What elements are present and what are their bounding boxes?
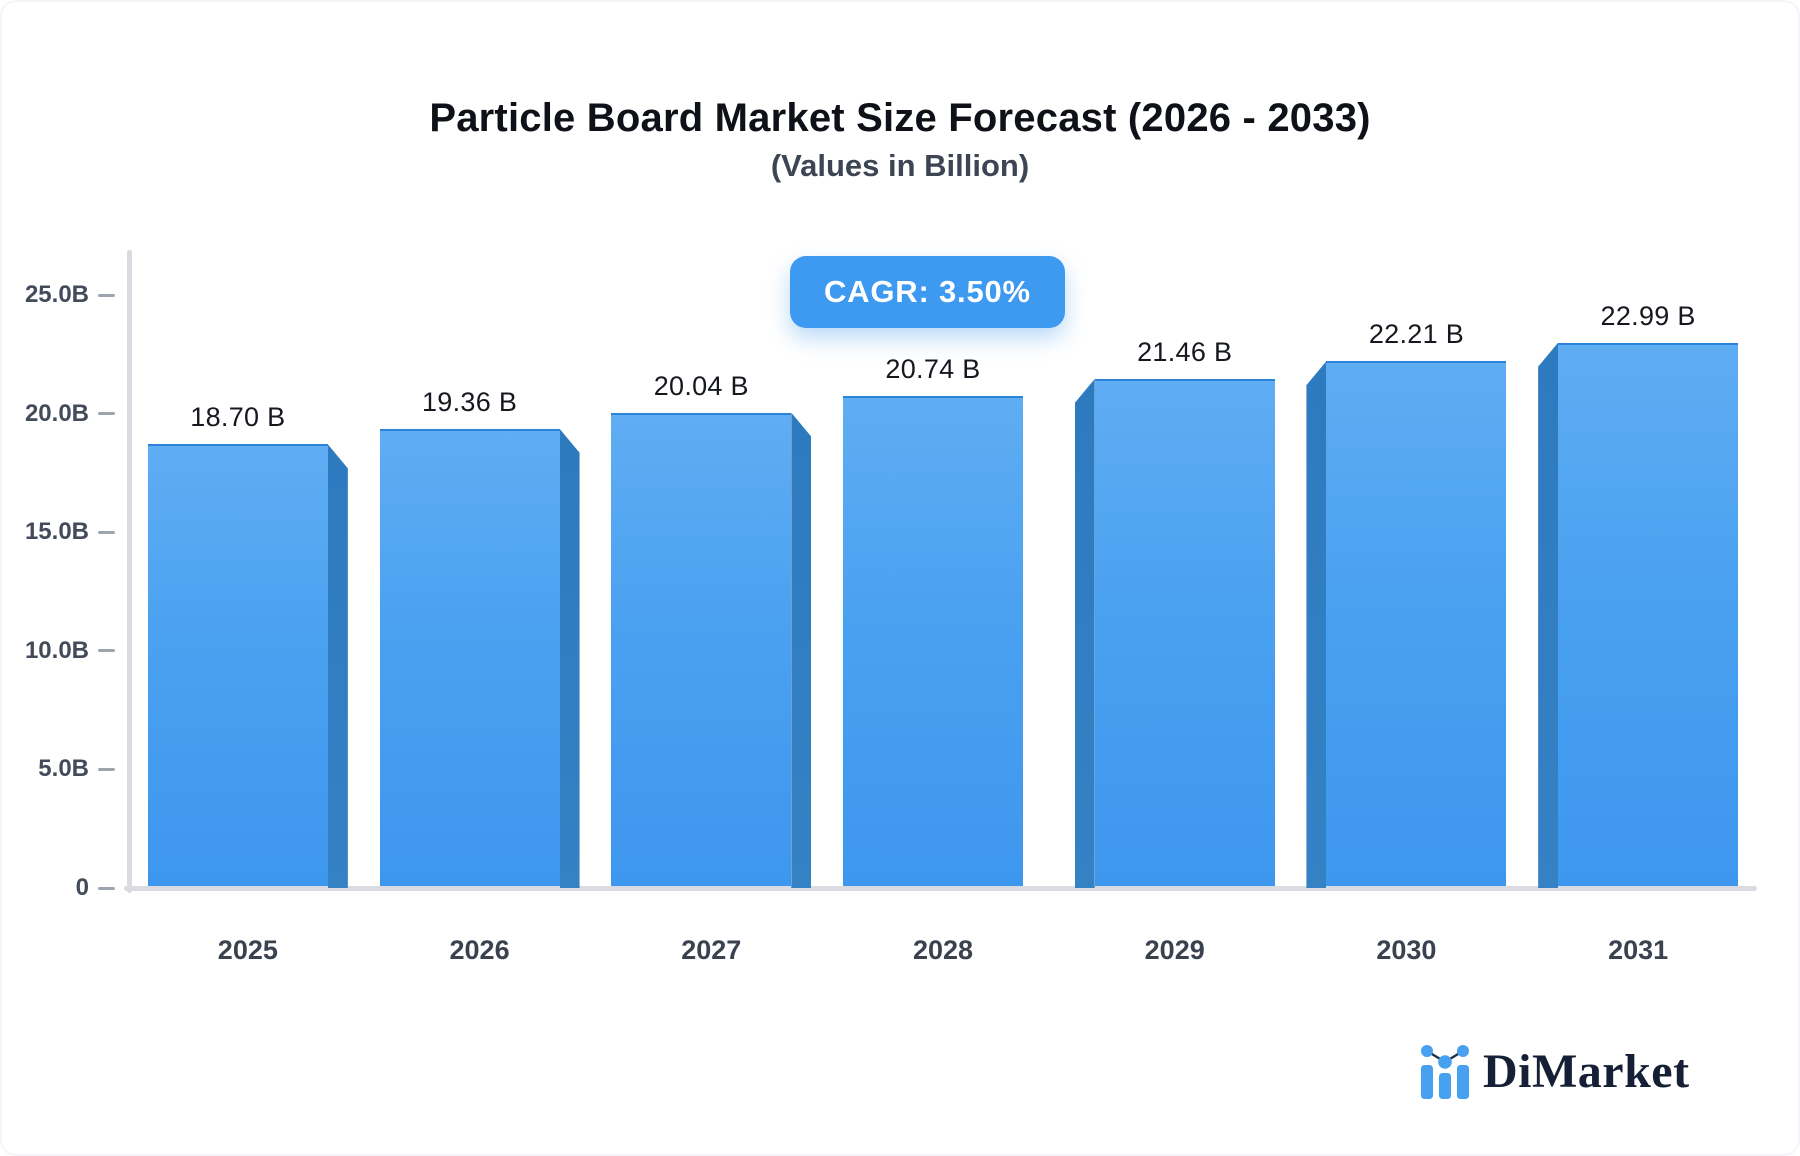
bar-value-label: 19.36 B [421, 386, 518, 417]
logo-text: DiMarket [1483, 1044, 1690, 1098]
x-axis-label-2031: 2031 [1608, 935, 1669, 965]
x-axis-label-2028: 2028 [912, 935, 974, 965]
y-axis-tick-mark [98, 530, 115, 534]
bar-value-label: 20.74 B [885, 354, 981, 385]
bar-3d-side-2030 [1306, 361, 1327, 888]
bar-2026[interactable] [379, 428, 560, 886]
bar-2027[interactable] [611, 412, 792, 886]
bar-2030[interactable] [1326, 361, 1507, 886]
y-axis-tick-label: 10.0B [24, 636, 89, 664]
chart-title: Particle Board Market Size Forecast (202… [429, 96, 1371, 140]
bar-3d-side-2025 [327, 444, 348, 888]
bar-3d-side-2031 [1538, 342, 1559, 888]
bar-2029[interactable] [1094, 378, 1275, 886]
bar-line-chart-icon [1421, 1045, 1469, 1099]
x-axis-label-2025: 2025 [217, 935, 278, 965]
y-axis-tick-label: 25.0B [24, 281, 89, 308]
bar-3d-side-2027 [791, 412, 812, 888]
y-axis-tick-mark [98, 293, 115, 297]
x-axis-label-2026: 2026 [449, 935, 510, 965]
bar-value-label: 22.21 B [1368, 319, 1465, 350]
y-axis-tick-mark [98, 767, 115, 771]
dimarket-logo: DiMarket [1420, 1040, 1690, 1102]
bar-value-label: 21.46 B [1137, 336, 1233, 367]
x-axis-label-2027: 2027 [681, 935, 742, 965]
y-axis-tick-label: 5.0B [38, 755, 89, 783]
y-axis-tick-label: 15.0B [24, 518, 89, 546]
plot-area: 25.0B 20.0B 15.0B 10.0B 5.0B 0 18.70 B 2025 19.3… [25, 250, 1757, 965]
y-axis-tick-label: 20.0B [24, 399, 89, 427]
bar-3d-side-2029 [1074, 378, 1095, 888]
bar-2025[interactable] [147, 444, 328, 886]
bar-2031[interactable] [1558, 342, 1739, 886]
bar-value-label: 20.04 B [653, 370, 749, 401]
x-axis-label-2030: 2030 [1376, 935, 1437, 965]
bar-3d-side-2026 [559, 428, 580, 888]
y-axis-tick-mark [98, 886, 115, 890]
cagr-badge: CAGR: 3.50% [790, 256, 1065, 328]
chart-subtitle: (Values in Billion) [770, 148, 1030, 183]
y-axis-tick-mark [98, 412, 115, 416]
x-axis-label-2029: 2029 [1144, 935, 1205, 965]
bar-value-label: 22.99 B [1600, 300, 1696, 331]
y-axis-line [127, 250, 132, 893]
x-axis-line [124, 886, 1757, 891]
y-axis-tick-mark [98, 649, 115, 653]
bar-2028[interactable] [843, 396, 1023, 886]
y-axis-tick-label: 0 [75, 874, 89, 901]
bar-value-label: 18.70 B [190, 402, 286, 433]
